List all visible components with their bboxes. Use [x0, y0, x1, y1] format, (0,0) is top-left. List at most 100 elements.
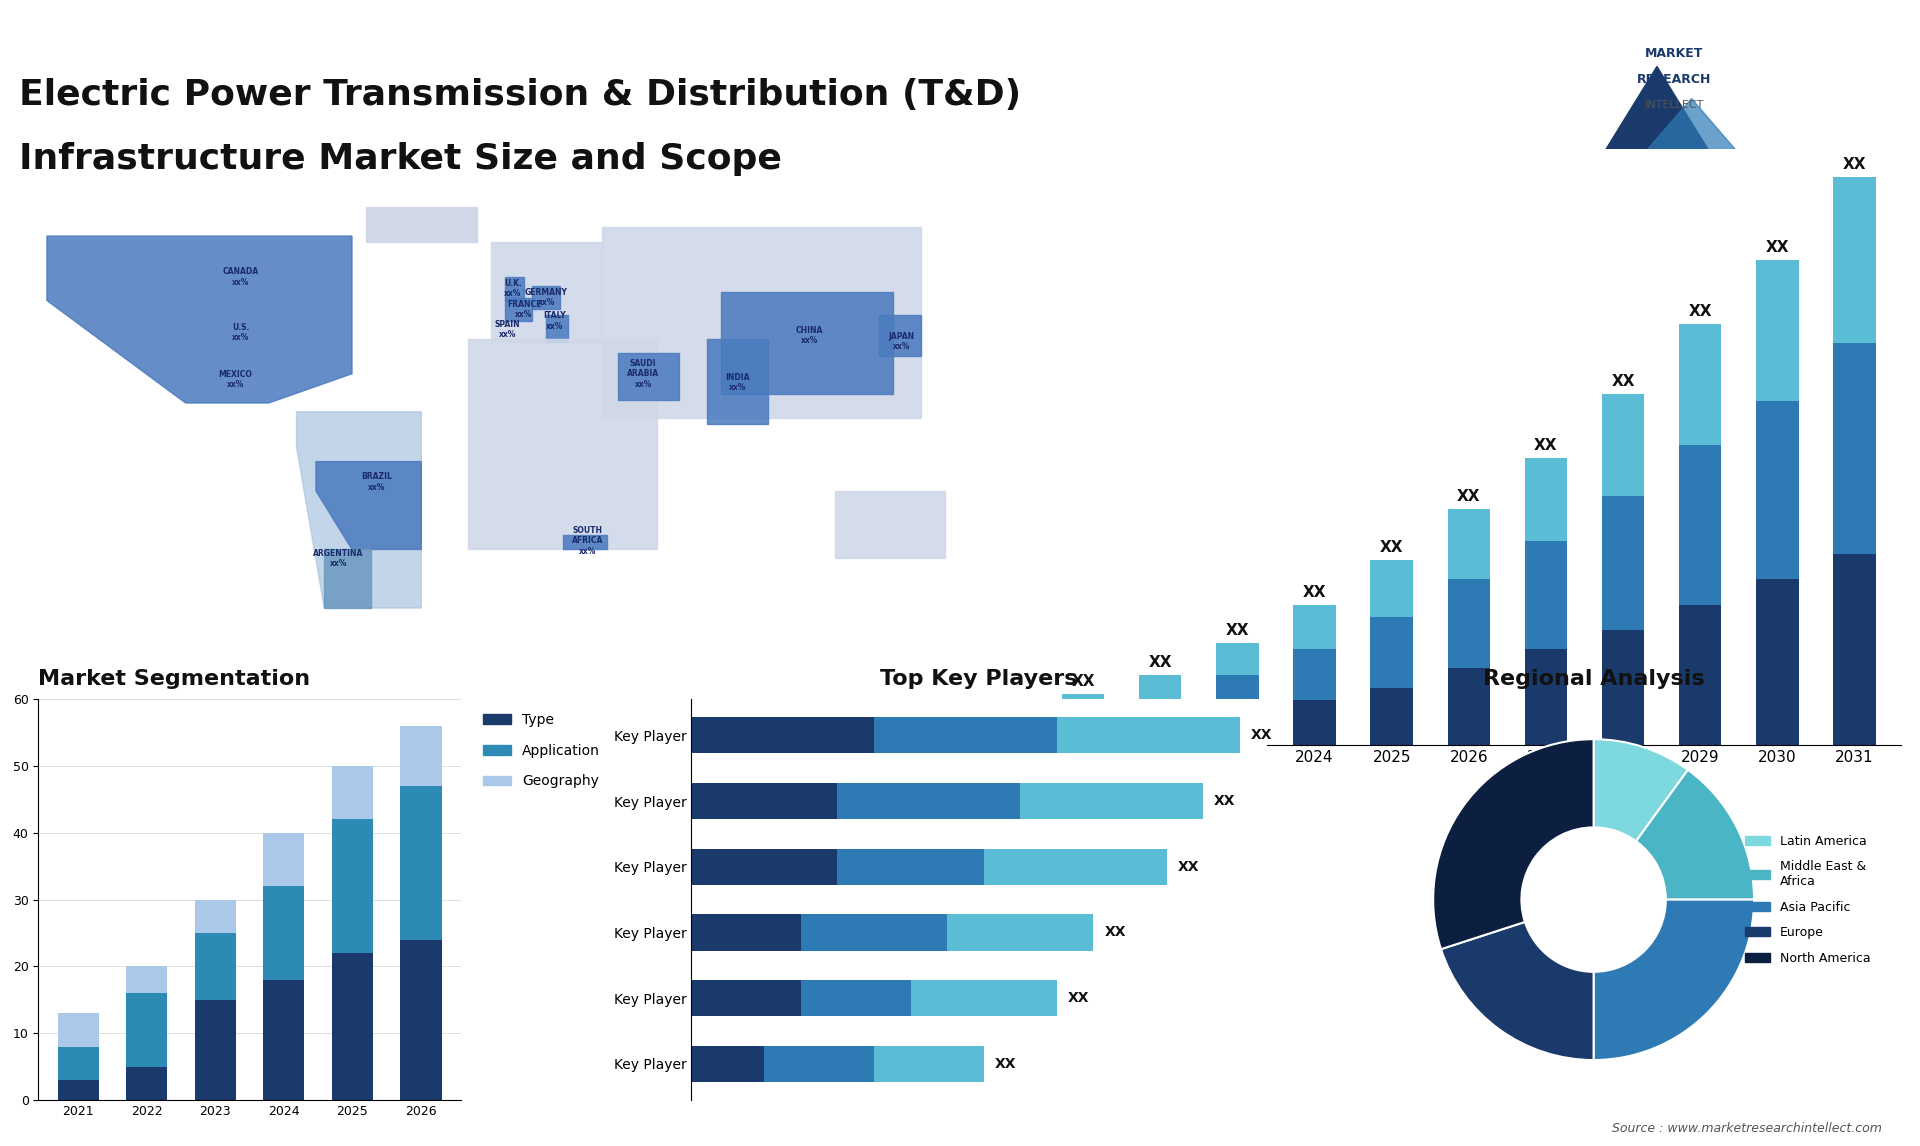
- Bar: [1757, 579, 1799, 745]
- Text: SPAIN
xx%: SPAIN xx%: [495, 320, 520, 339]
- Bar: [401, 725, 442, 786]
- Text: U.S.
xx%: U.S. xx%: [232, 323, 250, 343]
- Polygon shape: [46, 236, 351, 403]
- Text: Source : www.marketresearchintellect.com: Source : www.marketresearchintellect.com: [1611, 1122, 1882, 1135]
- Text: XX: XX: [1250, 729, 1273, 743]
- Bar: [263, 980, 305, 1100]
- Text: XX: XX: [1213, 794, 1236, 808]
- Bar: [874, 717, 1056, 753]
- Bar: [127, 966, 167, 994]
- Wedge shape: [1594, 900, 1755, 1060]
- Bar: [1371, 618, 1413, 688]
- Text: SOUTH
AFRICA
xx%: SOUTH AFRICA xx%: [572, 526, 603, 556]
- Bar: [1524, 541, 1567, 650]
- Text: Electric Power Transmission & Distribution (T&D): Electric Power Transmission & Distributi…: [19, 78, 1021, 112]
- Bar: [874, 1046, 983, 1082]
- Legend: Type, Application, Geography: Type, Application, Geography: [476, 706, 607, 795]
- Bar: [1601, 630, 1644, 745]
- Polygon shape: [618, 353, 680, 400]
- Bar: [1139, 675, 1181, 700]
- Bar: [1139, 700, 1181, 725]
- Bar: [332, 953, 372, 1100]
- Polygon shape: [505, 298, 532, 321]
- Wedge shape: [1636, 770, 1755, 900]
- Polygon shape: [601, 227, 920, 417]
- Bar: [691, 783, 837, 819]
- Polygon shape: [324, 549, 371, 609]
- Bar: [1601, 496, 1644, 630]
- Bar: [58, 1013, 98, 1046]
- Text: U.K.
xx%: U.K. xx%: [503, 280, 522, 298]
- Text: BRAZIL
xx%: BRAZIL xx%: [361, 472, 392, 492]
- Text: XX: XX: [1688, 304, 1713, 319]
- Bar: [332, 819, 372, 953]
- Text: XX: XX: [1611, 374, 1634, 390]
- Bar: [837, 783, 1020, 819]
- Text: XX: XX: [1766, 241, 1789, 256]
- Text: RESEARCH: RESEARCH: [1638, 72, 1711, 86]
- Text: XX: XX: [1304, 584, 1327, 599]
- Text: INDIA
xx%: INDIA xx%: [726, 372, 749, 392]
- Bar: [983, 849, 1167, 885]
- Polygon shape: [720, 292, 893, 394]
- Bar: [1371, 688, 1413, 745]
- Title: Regional Analysis: Regional Analysis: [1482, 669, 1705, 689]
- Bar: [1448, 509, 1490, 579]
- Text: XX: XX: [1534, 438, 1557, 453]
- Bar: [1601, 394, 1644, 496]
- Bar: [58, 1080, 98, 1100]
- Polygon shape: [505, 277, 524, 300]
- Bar: [1056, 717, 1240, 753]
- Text: INTELLECT: INTELLECT: [1645, 100, 1703, 110]
- Bar: [1678, 605, 1722, 745]
- Bar: [910, 980, 1056, 1017]
- Bar: [1524, 458, 1567, 541]
- Bar: [691, 915, 801, 950]
- Text: XX: XX: [1148, 654, 1171, 669]
- Polygon shape: [545, 315, 568, 342]
- Bar: [691, 980, 801, 1017]
- Bar: [1215, 643, 1260, 675]
- Bar: [58, 1046, 98, 1080]
- Text: CHINA
xx%: CHINA xx%: [797, 325, 824, 345]
- Bar: [1215, 713, 1260, 745]
- Bar: [947, 915, 1094, 950]
- Bar: [1448, 668, 1490, 745]
- Bar: [194, 999, 236, 1100]
- Text: MEXICO
xx%: MEXICO xx%: [219, 370, 252, 390]
- Text: XX: XX: [1071, 674, 1094, 689]
- Text: XX: XX: [1843, 157, 1866, 172]
- Polygon shape: [1588, 66, 1726, 179]
- Bar: [263, 886, 305, 980]
- Bar: [837, 849, 983, 885]
- Polygon shape: [707, 338, 768, 424]
- Bar: [1834, 554, 1876, 745]
- Bar: [194, 933, 236, 999]
- Text: MARKET: MARKET: [1645, 47, 1703, 60]
- Bar: [1371, 560, 1413, 618]
- Bar: [1757, 401, 1799, 579]
- Text: XX: XX: [1177, 860, 1200, 873]
- Bar: [194, 900, 236, 933]
- Bar: [1294, 650, 1336, 700]
- Bar: [401, 786, 442, 940]
- Text: CANADA
xx%: CANADA xx%: [223, 267, 259, 286]
- Wedge shape: [1442, 921, 1594, 1060]
- Text: XX: XX: [995, 1057, 1016, 1070]
- Text: SAUDI
ARABIA
xx%: SAUDI ARABIA xx%: [628, 359, 659, 388]
- Wedge shape: [1594, 739, 1688, 841]
- Text: XX: XX: [1457, 489, 1480, 504]
- Bar: [1524, 650, 1567, 745]
- Text: Market Segmentation: Market Segmentation: [38, 669, 311, 689]
- Bar: [1062, 693, 1104, 713]
- Bar: [1020, 783, 1204, 819]
- Bar: [691, 1046, 764, 1082]
- Bar: [127, 994, 167, 1067]
- Polygon shape: [317, 462, 420, 549]
- Bar: [1139, 725, 1181, 745]
- Polygon shape: [879, 315, 920, 356]
- Bar: [1834, 178, 1876, 343]
- Text: Infrastructure Market Size and Scope: Infrastructure Market Size and Scope: [19, 142, 781, 176]
- Polygon shape: [492, 242, 601, 342]
- Polygon shape: [563, 535, 607, 549]
